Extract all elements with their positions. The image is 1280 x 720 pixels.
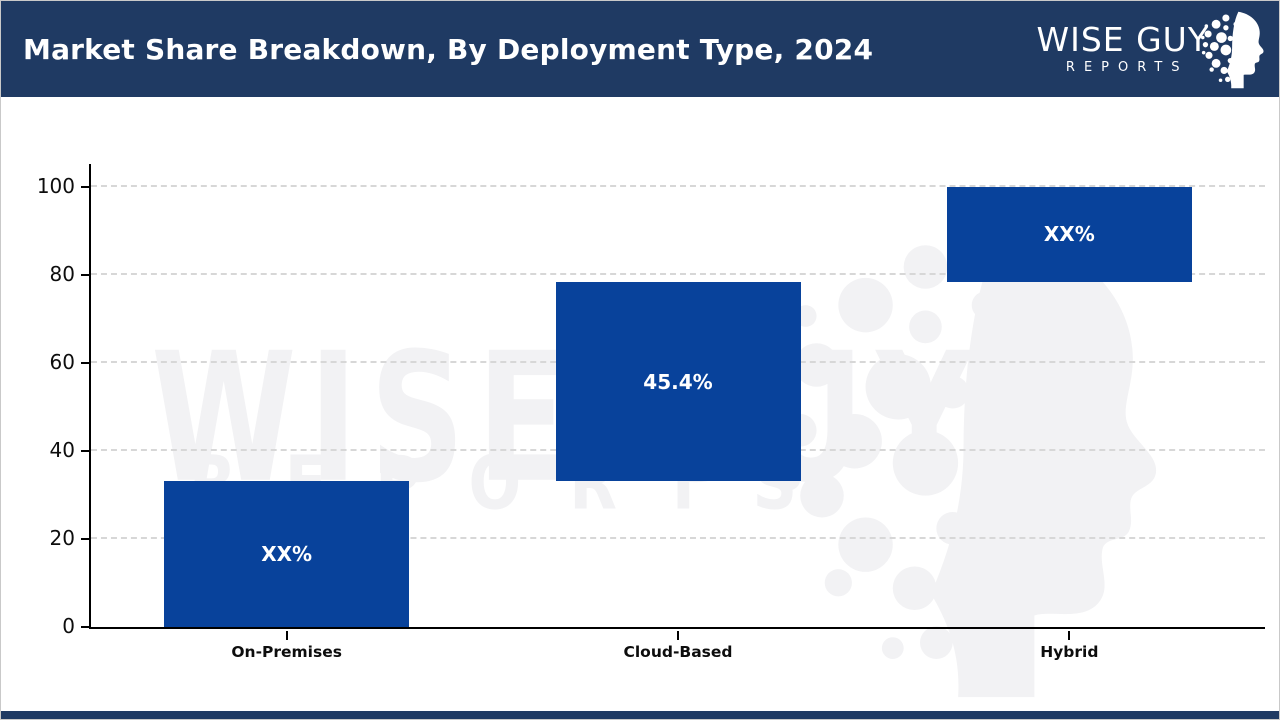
x-tick-mark xyxy=(1068,631,1071,640)
y-tick-mark xyxy=(81,186,89,188)
x-category-label: On-Premises xyxy=(231,643,342,661)
y-tick-mark xyxy=(81,274,89,276)
gridline-100 xyxy=(91,185,1265,187)
bar-value-label: XX% xyxy=(1043,222,1095,247)
logo-wordmark-sub: REPORTS xyxy=(1065,60,1189,75)
bar-value-label: XX% xyxy=(261,542,313,567)
header-bar: Market Share Breakdown, By Deployment Ty… xyxy=(1,1,1279,97)
gridline-80 xyxy=(91,273,1265,275)
bar-cloud-based: 45.4% xyxy=(555,281,801,482)
bar-value-label: 45.4% xyxy=(643,369,713,394)
y-tick-mark xyxy=(81,450,89,452)
wiseguy-logo: WISE GUY REPORTS xyxy=(1036,1,1265,97)
x-tick-mark xyxy=(677,631,679,640)
x-category-label: Cloud-Based xyxy=(623,643,733,661)
plot-area: 0 20 40 60 80 100 XX% On-Premises 45.4% Cloud-Bas… xyxy=(37,164,1265,661)
x-tick-mark xyxy=(285,631,288,640)
logo-head-icon xyxy=(1201,11,1264,89)
y-tick-label: 100 xyxy=(36,174,75,198)
y-tick-label: 20 xyxy=(49,526,75,550)
y-tick-label: 80 xyxy=(49,262,75,286)
bar-hybrid: XX% xyxy=(946,187,1192,282)
y-tick-mark xyxy=(81,362,89,364)
logo-wordmark: WISE GUY REPORTS xyxy=(1036,23,1209,75)
y-tick-label: 0 xyxy=(62,614,75,638)
y-tick-mark xyxy=(81,626,89,628)
logo-wordmark-main: WISE GUY xyxy=(1036,20,1209,59)
y-tick-mark xyxy=(81,538,89,540)
plot-region: WISE GUY REPORTS 020406080100XX%On-Premi… xyxy=(1,97,1279,713)
y-tick-label: 40 xyxy=(49,438,75,462)
chart-title: Market Share Breakdown, By Deployment Ty… xyxy=(23,32,874,66)
footer-bar xyxy=(1,711,1279,719)
x-category-label: Hybrid xyxy=(1040,643,1099,661)
gridline-20 xyxy=(91,537,1265,539)
bar-on-premises: XX% xyxy=(164,481,410,627)
y-tick-label: 60 xyxy=(49,350,75,374)
